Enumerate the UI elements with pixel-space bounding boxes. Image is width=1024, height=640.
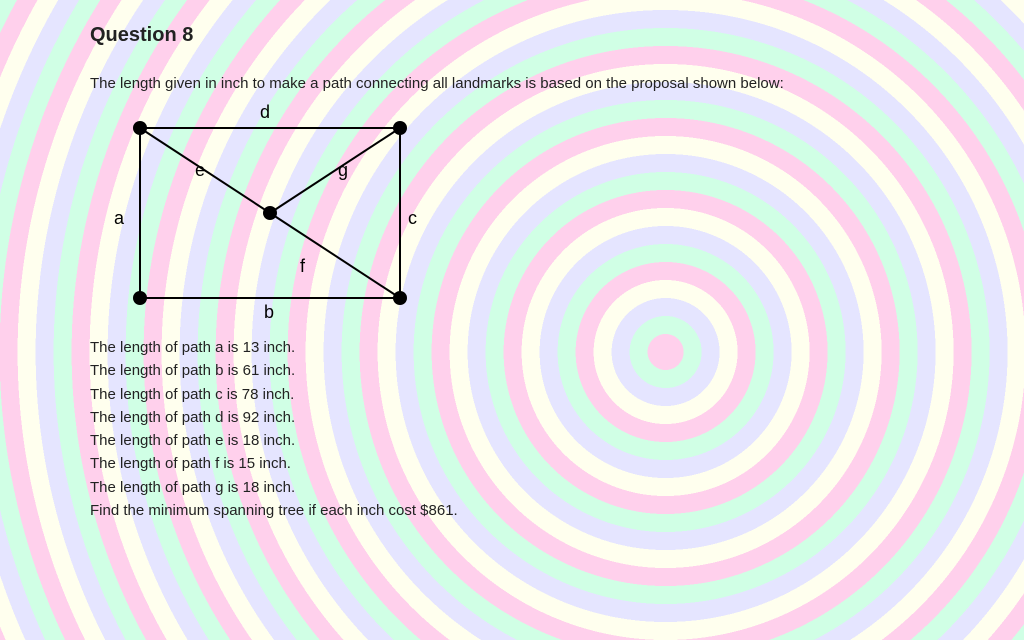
fact-line: The length of path g is 18 inch.: [90, 476, 984, 499]
edge-g: [270, 128, 400, 213]
fact-line: The length of path f is 15 inch.: [90, 452, 984, 475]
edge-label-c: c: [408, 208, 417, 229]
fact-line: The length of path d is 92 inch.: [90, 406, 984, 429]
fact-line: The length of path e is 18 inch.: [90, 429, 984, 452]
question-title: Question 8: [90, 24, 984, 47]
edge-label-b: b: [264, 302, 274, 323]
edge-label-f: f: [300, 256, 305, 277]
edge-label-a: a: [114, 208, 124, 229]
fact-line: The length of path b is 61 inch.: [90, 359, 984, 382]
node-TR: [393, 121, 407, 135]
graph-svg: [100, 98, 440, 328]
node-C: [263, 206, 277, 220]
path-facts: The length of path a is 13 inch.The leng…: [90, 336, 984, 522]
node-BL: [133, 291, 147, 305]
edge-f: [270, 213, 400, 298]
edge-label-g: g: [338, 160, 348, 181]
fact-line: The length of path c is 78 inch.: [90, 383, 984, 406]
edge-label-d: d: [260, 102, 270, 123]
question-block: Question 8 The length given in inch to m…: [90, 24, 984, 522]
node-TL: [133, 121, 147, 135]
question-prompt: The length given in inch to make a path …: [90, 75, 984, 92]
fact-line: The length of path a is 13 inch.: [90, 336, 984, 359]
node-BR: [393, 291, 407, 305]
graph-diagram: d a c b e f g: [100, 98, 440, 328]
fact-line: Find the minimum spanning tree if each i…: [90, 499, 984, 522]
edge-label-e: e: [195, 160, 205, 181]
